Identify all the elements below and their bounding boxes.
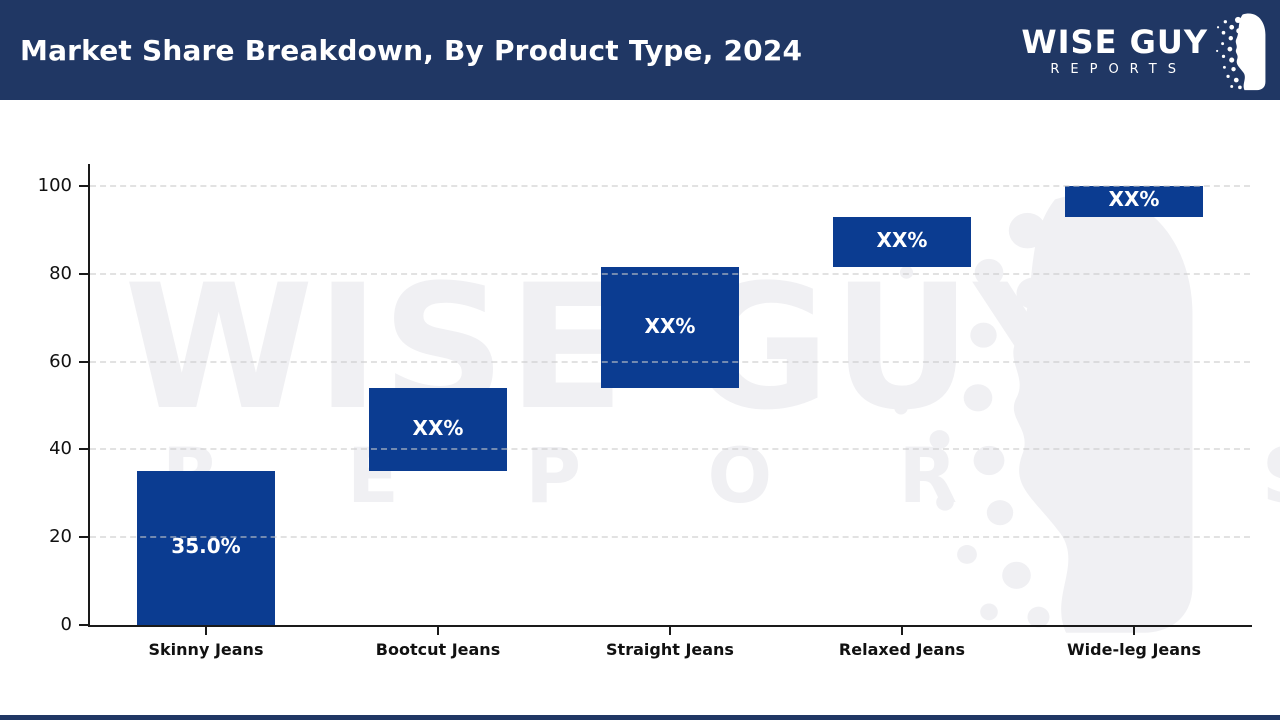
y-tick-mark — [79, 536, 88, 539]
bar-segment — [1065, 186, 1203, 217]
bar-segment — [369, 387, 507, 472]
y-tick-label: 40 — [49, 438, 72, 460]
y-tick-label: 80 — [49, 262, 72, 284]
x-tick-label: Straight Jeans — [606, 640, 734, 659]
bar-value-label: XX% — [644, 313, 696, 338]
y-axis-line — [88, 164, 90, 626]
footer-bar — [0, 715, 1280, 720]
bar-segment — [601, 267, 739, 388]
dotted-head-icon — [1216, 13, 1266, 91]
y-tick-mark — [79, 185, 88, 187]
y-tick-label: 0 — [60, 614, 72, 635]
logo-subtitle: REPORTS — [1050, 61, 1187, 77]
bar-segment — [137, 471, 275, 625]
y-tick-mark — [79, 624, 88, 626]
x-tick-mark — [1133, 627, 1135, 635]
x-axis-line — [88, 625, 1252, 627]
x-tick-mark — [205, 627, 207, 635]
y-tick-label: 100 — [37, 175, 72, 196]
y-tick-mark — [79, 272, 88, 275]
gridline — [90, 360, 1250, 363]
y-tick-mark — [79, 448, 88, 451]
x-tick-label: Relaxed Jeans — [838, 640, 966, 659]
x-tick-label: Bootcut Jeans — [375, 640, 501, 659]
gridline — [90, 536, 1250, 539]
y-tick-label: 20 — [49, 526, 72, 548]
bar-value-label: 35.0% — [171, 534, 241, 559]
gridline — [90, 448, 1250, 451]
x-tick-mark — [669, 627, 671, 635]
y-tick-mark — [79, 360, 88, 363]
bar-segment — [833, 216, 971, 268]
header-bar: Market Share Breakdown, By Product Type,… — [0, 0, 1280, 100]
x-tick-mark — [901, 627, 903, 635]
bar-value-label: XX% — [412, 415, 464, 440]
x-tick-label: Wide-leg Jeans — [1067, 640, 1201, 659]
x-tick-mark — [437, 627, 439, 635]
y-tick-label: 60 — [49, 350, 72, 372]
bar-value-label: XX% — [876, 227, 928, 252]
x-tick-label: Skinny Jeans — [148, 640, 264, 659]
logo-text: WISE GUY REPORTS — [1021, 24, 1208, 77]
bar-value-label: XX% — [1108, 187, 1160, 212]
page-title: Market Share Breakdown, By Product Type,… — [20, 34, 803, 67]
wise-guy-reports-logo: WISE GUY REPORTS — [1021, 8, 1268, 92]
gridline — [90, 185, 1250, 187]
logo-wordmark: WISE GUY — [1021, 22, 1208, 61]
gridline — [90, 272, 1250, 275]
